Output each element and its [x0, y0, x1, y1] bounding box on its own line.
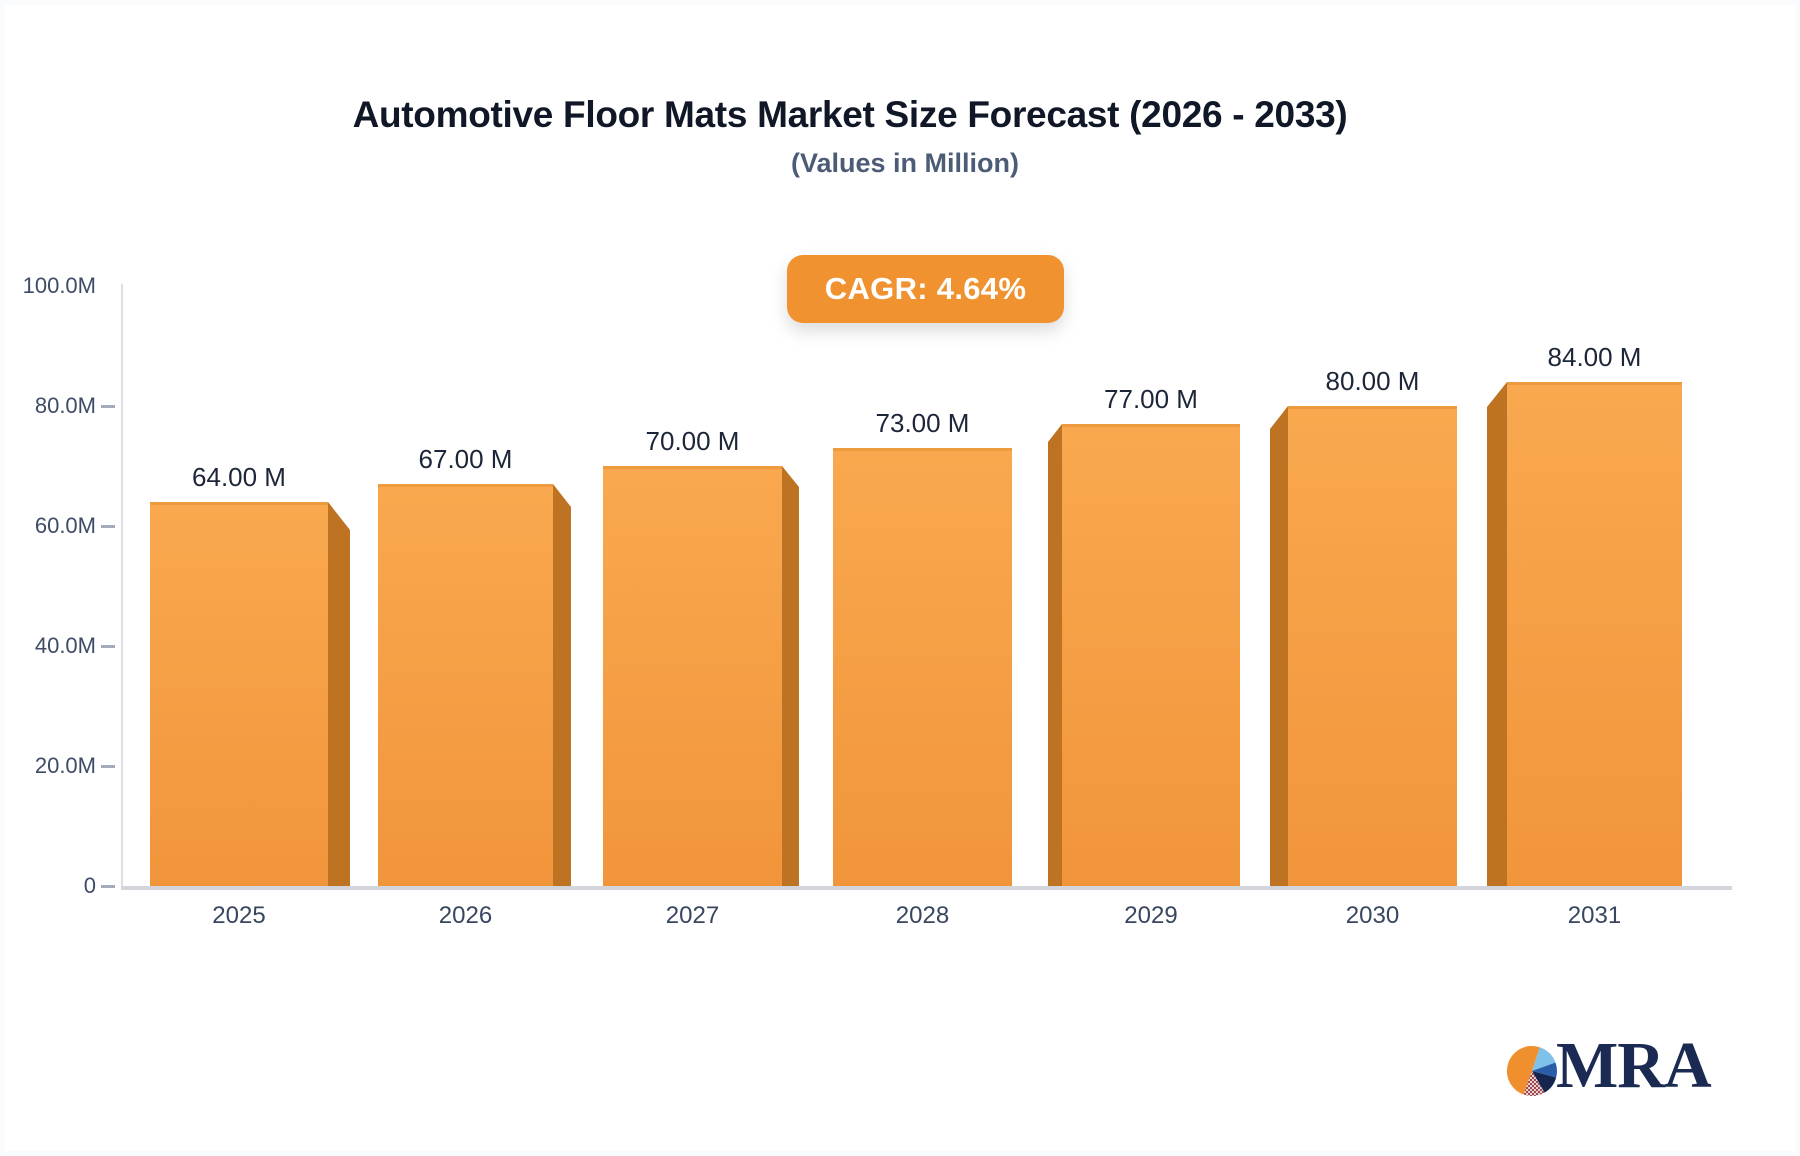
bar-2026	[378, 484, 553, 886]
bar-2028	[833, 448, 1012, 886]
bar-side-panel	[328, 502, 350, 886]
y-tick-label: 100.0M	[22, 273, 96, 298]
bar-side-panel	[553, 484, 571, 886]
x-axis-label: 2028	[895, 902, 950, 929]
x-axis-label: 2025	[212, 902, 266, 929]
x-axis-label: 2027	[665, 902, 720, 929]
y-tick-label: 80.0M	[34, 393, 96, 418]
bar-value-label: 67.00 M	[418, 444, 513, 474]
y-tick-label: 20.0M	[34, 753, 96, 778]
y-tick-mark	[101, 405, 115, 408]
y-tick-mark	[101, 885, 115, 888]
bar-2031	[1507, 382, 1682, 886]
cagr-badge-label: CAGR: 4.64%	[824, 271, 1027, 306]
bar-value-label: 64.00 M	[192, 462, 286, 492]
y-tick-mark	[101, 525, 115, 528]
brand-logo-text: MRA	[1556, 1029, 1712, 1102]
chart-subtitle: (Values in Million)	[790, 148, 1020, 178]
y-tick-label: 60.0M	[34, 513, 96, 538]
bar-side-panel	[1270, 406, 1288, 886]
bar-side-panel	[782, 466, 799, 886]
y-tick-mark	[101, 645, 115, 648]
bar-side-panel	[1048, 424, 1062, 886]
y-axis-line	[121, 284, 123, 890]
pie-chart-icon	[1506, 1045, 1557, 1096]
y-tick-label: 40.0M	[34, 633, 96, 658]
bar-value-label: 80.00 M	[1325, 366, 1420, 396]
x-axis-label: 2026	[438, 902, 493, 929]
bar-value-label: 73.00 M	[875, 408, 970, 438]
bar-value-label: 70.00 M	[645, 426, 740, 456]
y-tick-mark	[101, 765, 115, 768]
bar-2025	[150, 502, 328, 886]
bar-value-label: 77.00 M	[1104, 384, 1198, 414]
x-axis-baseline	[121, 886, 1732, 890]
x-axis-label: 2029	[1124, 902, 1178, 929]
brand-logo: MRA	[1506, 1030, 1746, 1110]
cagr-badge: CAGR: 4.64%	[787, 255, 1064, 323]
bar-value-label: 84.00 M	[1547, 342, 1642, 372]
bar-2027	[603, 466, 782, 886]
x-axis-label: 2031	[1567, 902, 1622, 929]
y-tick-label: 0	[83, 873, 96, 898]
bar-2029	[1062, 424, 1240, 886]
bar-2030	[1288, 406, 1457, 886]
chart-title: Automotive Floor Mats Market Size Foreca…	[352, 94, 1348, 135]
x-axis-label: 2030	[1345, 902, 1400, 929]
bar-side-panel	[1487, 382, 1507, 886]
